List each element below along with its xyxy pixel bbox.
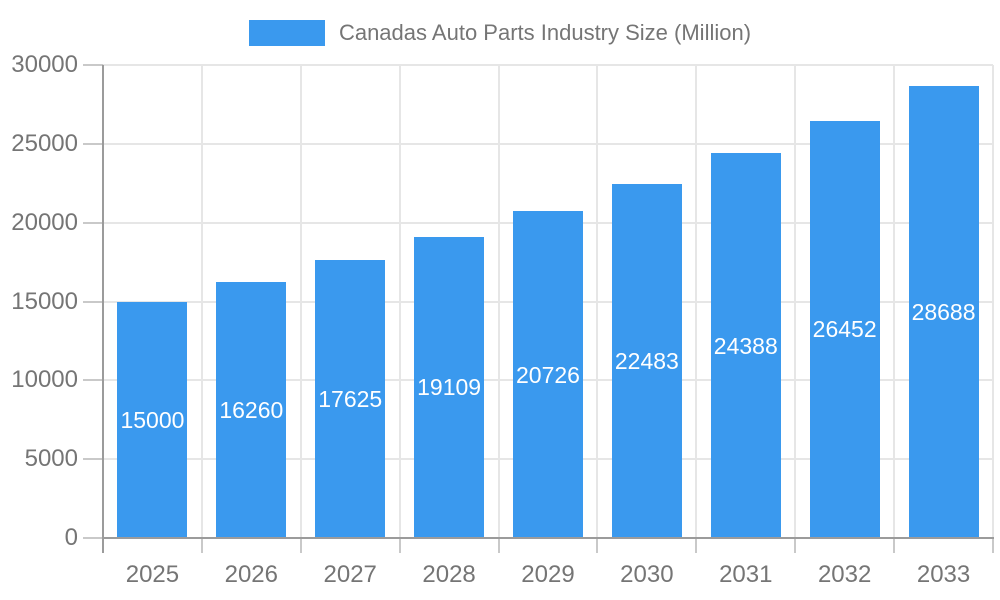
- x-axis-label: 2033: [916, 561, 971, 588]
- x-axis-tick: [497, 538, 500, 553]
- bar-2027: [315, 260, 386, 538]
- y-axis-tick: [83, 458, 103, 461]
- x-axis-tick: [992, 538, 994, 553]
- x-axis-label: 2025: [125, 561, 180, 588]
- x-axis-tick: [200, 538, 203, 553]
- y-axis-tick: [83, 64, 103, 66]
- bar-2033: [908, 85, 979, 538]
- bar-2028: [414, 236, 485, 538]
- legend-swatch: [248, 20, 325, 46]
- gridline-horizontal: [103, 142, 993, 145]
- gridline-vertical: [200, 65, 203, 538]
- bar-value-label: 16260: [219, 396, 284, 423]
- gridline-vertical: [893, 65, 896, 538]
- y-axis-label: 10000: [11, 366, 78, 394]
- x-axis-label: 2031: [719, 561, 773, 588]
- y-axis-label: 0: [64, 524, 78, 551]
- bar-value-label: 20726: [516, 361, 580, 388]
- y-axis-label: 25000: [11, 129, 78, 157]
- y-axis-line: [102, 65, 104, 553]
- legend-label: Canadas Auto Parts Industry Size (Millio…: [338, 20, 752, 45]
- bar-value-label: 19109: [417, 374, 482, 401]
- x-axis-label: 2032: [817, 561, 872, 588]
- bar-value-label: 24388: [713, 332, 778, 359]
- x-axis-tick: [596, 538, 599, 553]
- x-axis-tick: [695, 538, 698, 553]
- x-axis-tick: [794, 538, 797, 553]
- gridline-horizontal: [103, 64, 993, 66]
- y-axis-tick: [83, 221, 103, 224]
- x-axis-label: 2029: [521, 561, 575, 588]
- y-axis-tick: [83, 142, 103, 145]
- bar-value-label: 26452: [812, 316, 877, 343]
- gridline-vertical: [596, 65, 599, 538]
- bar-2029: [513, 211, 583, 538]
- y-axis-label: 20000: [11, 208, 78, 236]
- y-axis-label: 15000: [11, 287, 78, 315]
- y-axis-label: 30000: [11, 51, 78, 78]
- bar-value-label: 17625: [318, 386, 383, 413]
- gridline-vertical: [299, 65, 302, 538]
- x-axis-label: 2030: [620, 561, 674, 588]
- bar-value-label: 28688: [911, 298, 976, 325]
- gridline-vertical: [794, 65, 797, 538]
- bar-2032: [809, 120, 880, 538]
- x-axis-label: 2028: [422, 561, 476, 588]
- gridline-vertical: [695, 65, 698, 538]
- x-axis-tick: [398, 538, 401, 553]
- x-axis-tick: [299, 538, 302, 553]
- y-axis-tick: [83, 379, 103, 382]
- bar-value-label: 22483: [614, 347, 679, 374]
- bar-2031: [710, 153, 781, 538]
- y-axis-tick: [83, 300, 103, 303]
- bar-value-label: 15000: [120, 406, 185, 433]
- chart-legend: Canadas Auto Parts Industry Size (Millio…: [0, 20, 1000, 46]
- x-axis-line: [102, 537, 994, 539]
- x-axis-label: 2026: [224, 561, 278, 588]
- bar-2025: [117, 301, 188, 538]
- x-axis-label: 2027: [323, 561, 377, 588]
- bar-2030: [611, 183, 682, 538]
- gridline-vertical: [992, 65, 994, 538]
- y-axis-tick: [83, 537, 103, 539]
- gridline-vertical: [497, 65, 500, 538]
- x-axis-tick: [893, 538, 896, 553]
- y-axis-label: 5000: [24, 445, 78, 473]
- gridline-vertical: [398, 65, 401, 538]
- bar-2026: [216, 281, 287, 538]
